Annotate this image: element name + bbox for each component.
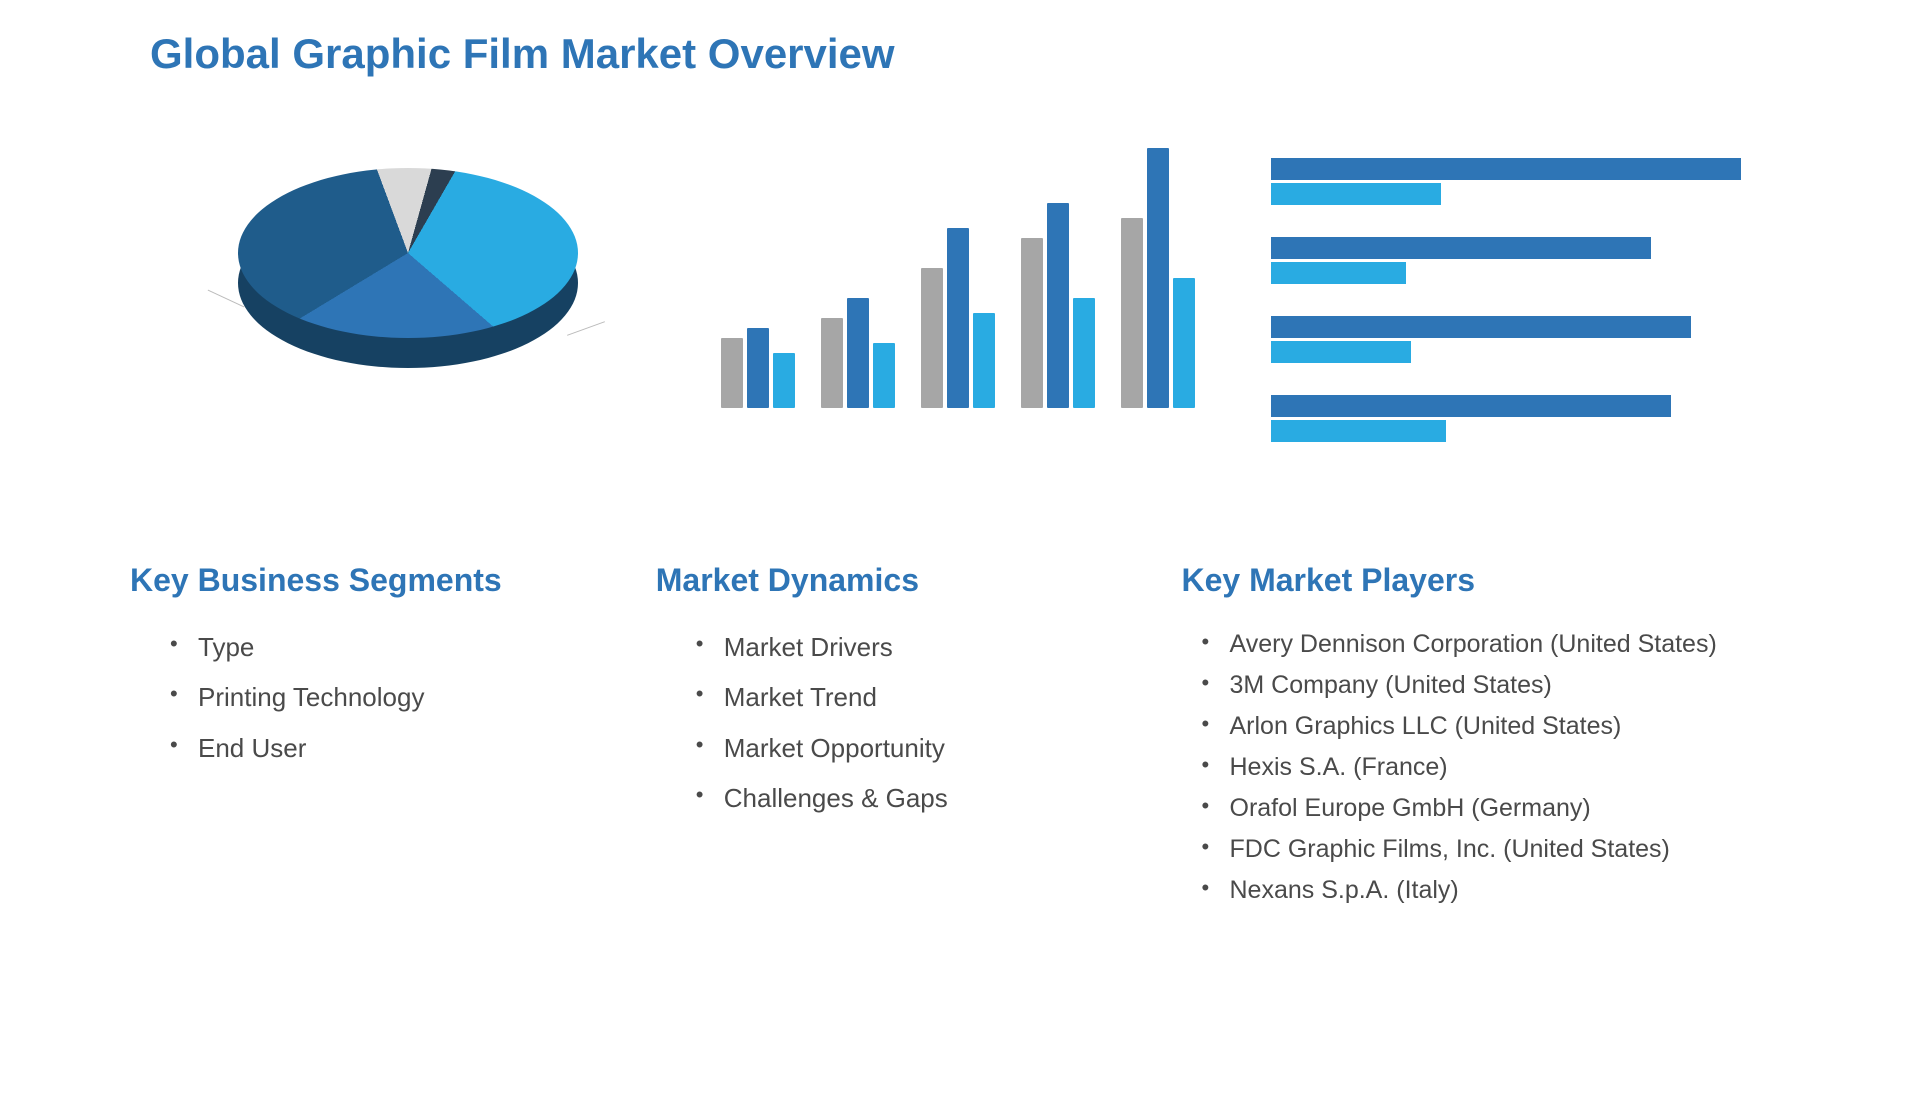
section-players: Key Market Players Avery Dennison Corpor… <box>1182 562 1787 914</box>
section-heading: Key Market Players <box>1182 562 1787 599</box>
hbar <box>1271 316 1691 338</box>
list-item: Market Opportunity <box>696 728 1122 768</box>
bar <box>821 318 843 408</box>
bar <box>873 343 895 408</box>
list-item: Arlon Graphics LLC (United States) <box>1202 709 1787 744</box>
section-segments: Key Business Segments Type Printing Techn… <box>130 562 596 914</box>
hbar-pair <box>1271 237 1751 284</box>
hbar <box>1271 183 1441 205</box>
bar <box>1147 148 1169 408</box>
bar <box>947 228 969 408</box>
bar <box>773 353 795 408</box>
list-item: Hexis S.A. (France) <box>1202 750 1787 785</box>
bar <box>847 298 869 408</box>
bar-group <box>821 298 895 408</box>
bar <box>973 313 995 408</box>
list-item: Avery Dennison Corporation (United State… <box>1202 627 1787 662</box>
bar <box>1121 218 1143 408</box>
dynamics-list: Market Drivers Market Trend Market Opportu… <box>656 627 1122 818</box>
segments-list: Type Printing Technology End User <box>130 627 596 768</box>
hbar <box>1271 341 1411 363</box>
players-list: Avery Dennison Corporation (United State… <box>1182 627 1787 908</box>
list-item: 3M Company (United States) <box>1202 668 1787 703</box>
list-item: Type <box>170 627 596 667</box>
bar <box>1173 278 1195 408</box>
hbar-pair <box>1271 395 1751 442</box>
pie-chart <box>130 128 682 388</box>
bar <box>747 328 769 408</box>
bar-group <box>721 328 795 408</box>
section-heading: Key Business Segments <box>130 562 596 599</box>
hbar-chart <box>1235 128 1787 442</box>
list-item: Nexans S.p.A. (Italy) <box>1202 873 1787 908</box>
bar-chart <box>682 128 1234 408</box>
charts-row <box>120 128 1797 442</box>
hbar <box>1271 262 1406 284</box>
list-item: End User <box>170 728 596 768</box>
list-item: Printing Technology <box>170 677 596 717</box>
hbar <box>1271 237 1651 259</box>
bar-group <box>1021 203 1095 408</box>
list-item: Market Trend <box>696 677 1122 717</box>
page-title: Global Graphic Film Market Overview <box>150 30 1797 78</box>
sections-row: Key Business Segments Type Printing Techn… <box>120 562 1797 914</box>
hbar <box>1271 158 1741 180</box>
hbar-pair <box>1271 158 1751 205</box>
hbar-pair <box>1271 316 1751 363</box>
bar <box>1021 238 1043 408</box>
bar-group <box>921 228 995 408</box>
bar <box>1047 203 1069 408</box>
list-item: FDC Graphic Films, Inc. (United States) <box>1202 832 1787 867</box>
hbar <box>1271 395 1671 417</box>
bar <box>921 268 943 408</box>
list-item: Orafol Europe GmbH (Germany) <box>1202 791 1787 826</box>
bar <box>721 338 743 408</box>
bar-group <box>1121 148 1195 408</box>
bar <box>1073 298 1095 408</box>
list-item: Market Drivers <box>696 627 1122 667</box>
hbar <box>1271 420 1446 442</box>
section-dynamics: Market Dynamics Market Drivers Market Tre… <box>656 562 1122 914</box>
list-item: Challenges & Gaps <box>696 778 1122 818</box>
section-heading: Market Dynamics <box>656 562 1122 599</box>
